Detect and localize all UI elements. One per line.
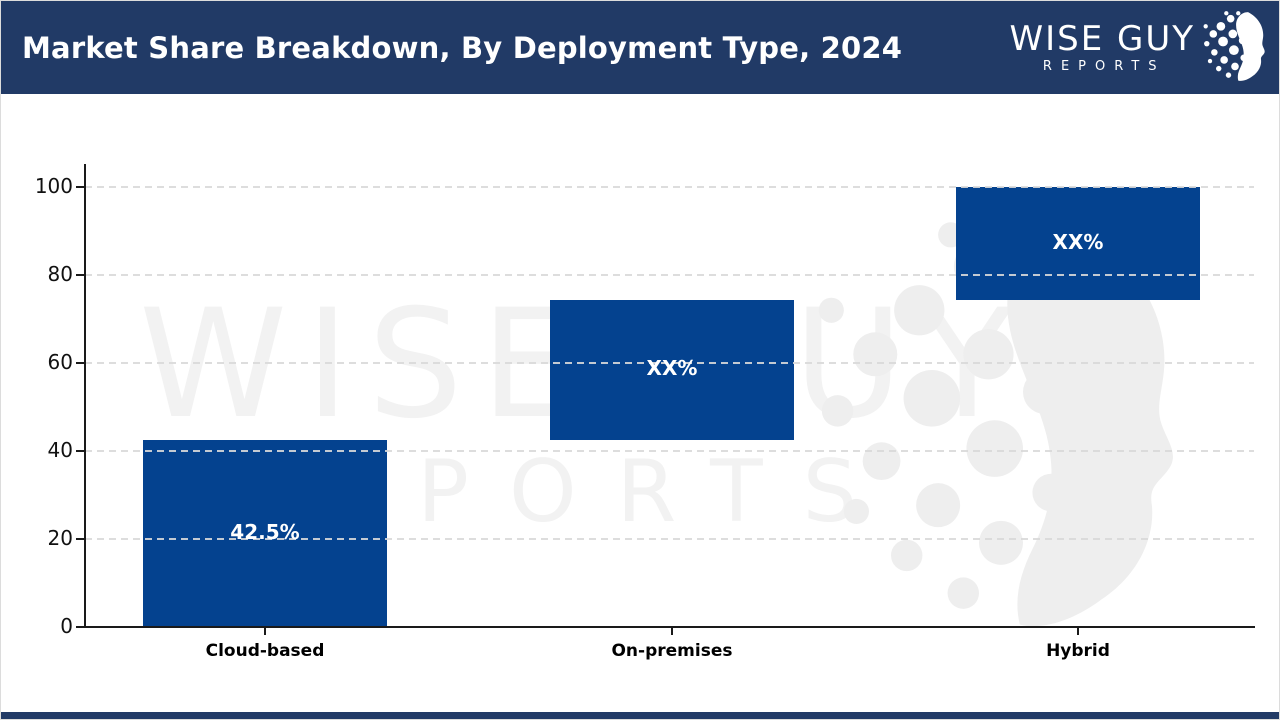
footer-bar <box>1 712 1279 719</box>
y-tick-mark <box>76 450 85 452</box>
category-label: On-premises <box>611 641 733 661</box>
y-tick-mark <box>76 186 85 188</box>
gridline <box>85 538 1254 540</box>
gridline <box>85 186 1254 188</box>
y-tick-label: 80 <box>47 262 73 286</box>
bar-value-label: XX% <box>1052 229 1104 254</box>
y-tick-label: 0 <box>60 614 73 638</box>
y-tick-label: 40 <box>47 438 73 462</box>
y-tick-label: 60 <box>47 350 73 374</box>
gridline <box>85 362 1254 364</box>
bar-segment <box>143 440 387 627</box>
y-tick-mark <box>76 274 85 276</box>
category-label: Hybrid <box>1046 641 1110 661</box>
logo-text: WISE GUY REPORTS <box>1009 22 1195 73</box>
y-axis-line <box>84 164 86 628</box>
gridline <box>85 274 1254 276</box>
chart-title: Market Share Breakdown, By Deployment Ty… <box>22 30 903 65</box>
x-tick-mark <box>264 628 266 635</box>
y-tick-label: 20 <box>47 526 73 550</box>
x-tick-mark <box>1077 628 1079 635</box>
bar-value-label: 42.5% <box>230 519 300 544</box>
category-label: Cloud-based <box>205 641 325 661</box>
header: Market Share Breakdown, By Deployment Ty… <box>1 1 1279 94</box>
bar-segment <box>550 300 794 440</box>
x-tick-mark <box>671 628 673 635</box>
logo-subtitle: REPORTS <box>1042 59 1166 74</box>
x-axis-line <box>84 626 1255 628</box>
y-tick-mark <box>76 626 85 628</box>
y-tick-mark <box>76 362 85 364</box>
wise-guy-logo: WISE GUY REPORTS <box>1009 10 1269 86</box>
logo-wordmark: WISE GUY <box>1009 19 1195 59</box>
bar-value-label: XX% <box>646 356 698 381</box>
gridline <box>85 450 1254 452</box>
y-tick-mark <box>76 538 85 540</box>
plot-area: WISE GUY REPORTS 0 20 40 60 80 100 42.5% Cloud-… <box>1 94 1279 714</box>
bar-segment <box>956 187 1200 301</box>
y-tick-label: 100 <box>34 174 73 198</box>
